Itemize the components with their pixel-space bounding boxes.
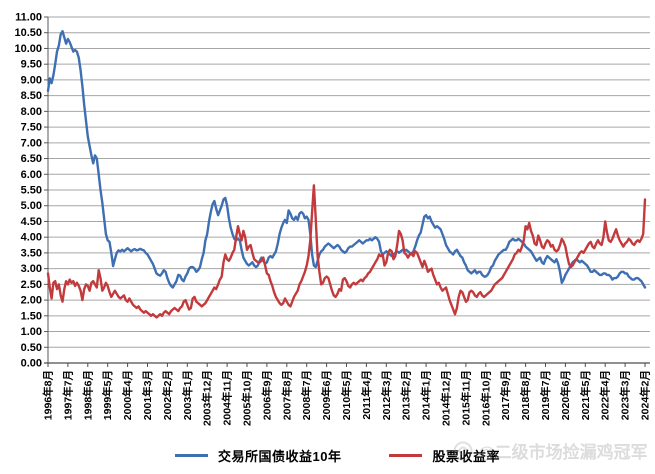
x-axis-label: 2014年1月 (420, 370, 433, 420)
y-axis-label: 3.50 (21, 247, 42, 259)
legend: 交易所国债收益10年 股票收益率 (10, 446, 655, 465)
y-axis-label: 4.50 (21, 216, 42, 228)
x-axis-label: 2003年1月 (181, 370, 194, 420)
x-axis-label: 1997年7月 (61, 370, 74, 420)
bond-yield-line (46, 30, 647, 289)
x-axis-label: 2003年12月 (201, 370, 214, 426)
y-axis-label: 1.50 (21, 310, 42, 322)
y-axis-label: 6.50 (21, 153, 42, 165)
x-axis-label: 2012年3月 (380, 370, 393, 420)
y-axis-label: 2.50 (21, 279, 42, 291)
x-axis-label: 2016年10月 (479, 370, 492, 426)
legend-label-stock-yield: 股票收益率 (432, 449, 500, 464)
y-axis-label: 0.50 (21, 342, 42, 354)
legend-label-bond-yield: 交易所国债收益10年 (218, 449, 342, 464)
y-axis-label: 8.00 (21, 106, 42, 118)
x-axis-label: 2019年7月 (539, 370, 552, 420)
x-axis-label: 2022年4月 (599, 370, 612, 420)
x-axis-label: 2010年5月 (340, 370, 353, 420)
y-axis-label: 6.00 (21, 169, 42, 181)
x-axis-label: 2011年4月 (360, 370, 373, 420)
y-axis-label: 5.00 (21, 200, 42, 212)
y-axis-label: 9.50 (21, 59, 42, 71)
x-axis-label: 2018年8月 (519, 370, 532, 420)
x-axis-label: 2013年2月 (400, 370, 413, 420)
y-axis-label: 8.50 (21, 90, 42, 102)
x-axis-label: 2007年8月 (280, 370, 293, 420)
x-axis-label: 2000年4月 (121, 370, 134, 420)
y-axis-label: 3.00 (21, 263, 42, 275)
weibo-watermark-icon (453, 441, 473, 460)
x-axis-label: 2015年11月 (459, 370, 472, 425)
x-axis-label: 2020年6月 (559, 370, 572, 420)
y-axis-label: 4.00 (21, 232, 42, 244)
y-axis-label: 7.00 (21, 137, 42, 149)
stock-yield-series-swatch (389, 454, 423, 457)
x-axis-label: 2009年6月 (320, 370, 333, 420)
x-axis-label: 2006年9月 (260, 370, 273, 420)
x-axis-label: 2014年12月 (440, 370, 453, 426)
x-axis-label: 2024年2月 (639, 370, 652, 420)
y-axis-label: 7.50 (21, 122, 42, 134)
x-axis-label: 2002年2月 (161, 370, 174, 420)
y-axis-label: 5.50 (21, 185, 42, 197)
x-axis-label: 1999年5月 (101, 370, 114, 420)
x-axis-label: 1996年8月 (42, 370, 55, 420)
y-axis-label: 10.50 (14, 27, 42, 39)
x-axis-label: 2005年10月 (241, 370, 254, 426)
watermark-text: @二级市场捡漏鸡冠军 (478, 443, 648, 462)
stock-yield-line (46, 184, 647, 319)
x-axis-label: 1998年6月 (81, 370, 94, 420)
x-axis-label: 2017年9月 (499, 370, 512, 420)
y-axis-label: 1.00 (21, 326, 42, 338)
watermark: @二级市场捡漏鸡冠军 (452, 438, 648, 463)
y-axis-label: 2.00 (21, 295, 42, 307)
x-axis-label: 2004年11月 (221, 370, 234, 425)
x-axis-label: 2008年7月 (300, 370, 313, 420)
y-axis-label: 0.00 (21, 358, 42, 370)
x-axis-label: 2023年3月 (619, 370, 632, 420)
bond-yield-series-swatch (175, 454, 208, 457)
x-axis-label: 2001年3月 (141, 370, 154, 420)
y-axis-label: 11.00 (15, 12, 42, 24)
y-axis-label: 9.00 (21, 74, 42, 86)
x-axis-label: 2021年5月 (579, 370, 592, 420)
y-axis-label: 10.00 (14, 43, 42, 55)
